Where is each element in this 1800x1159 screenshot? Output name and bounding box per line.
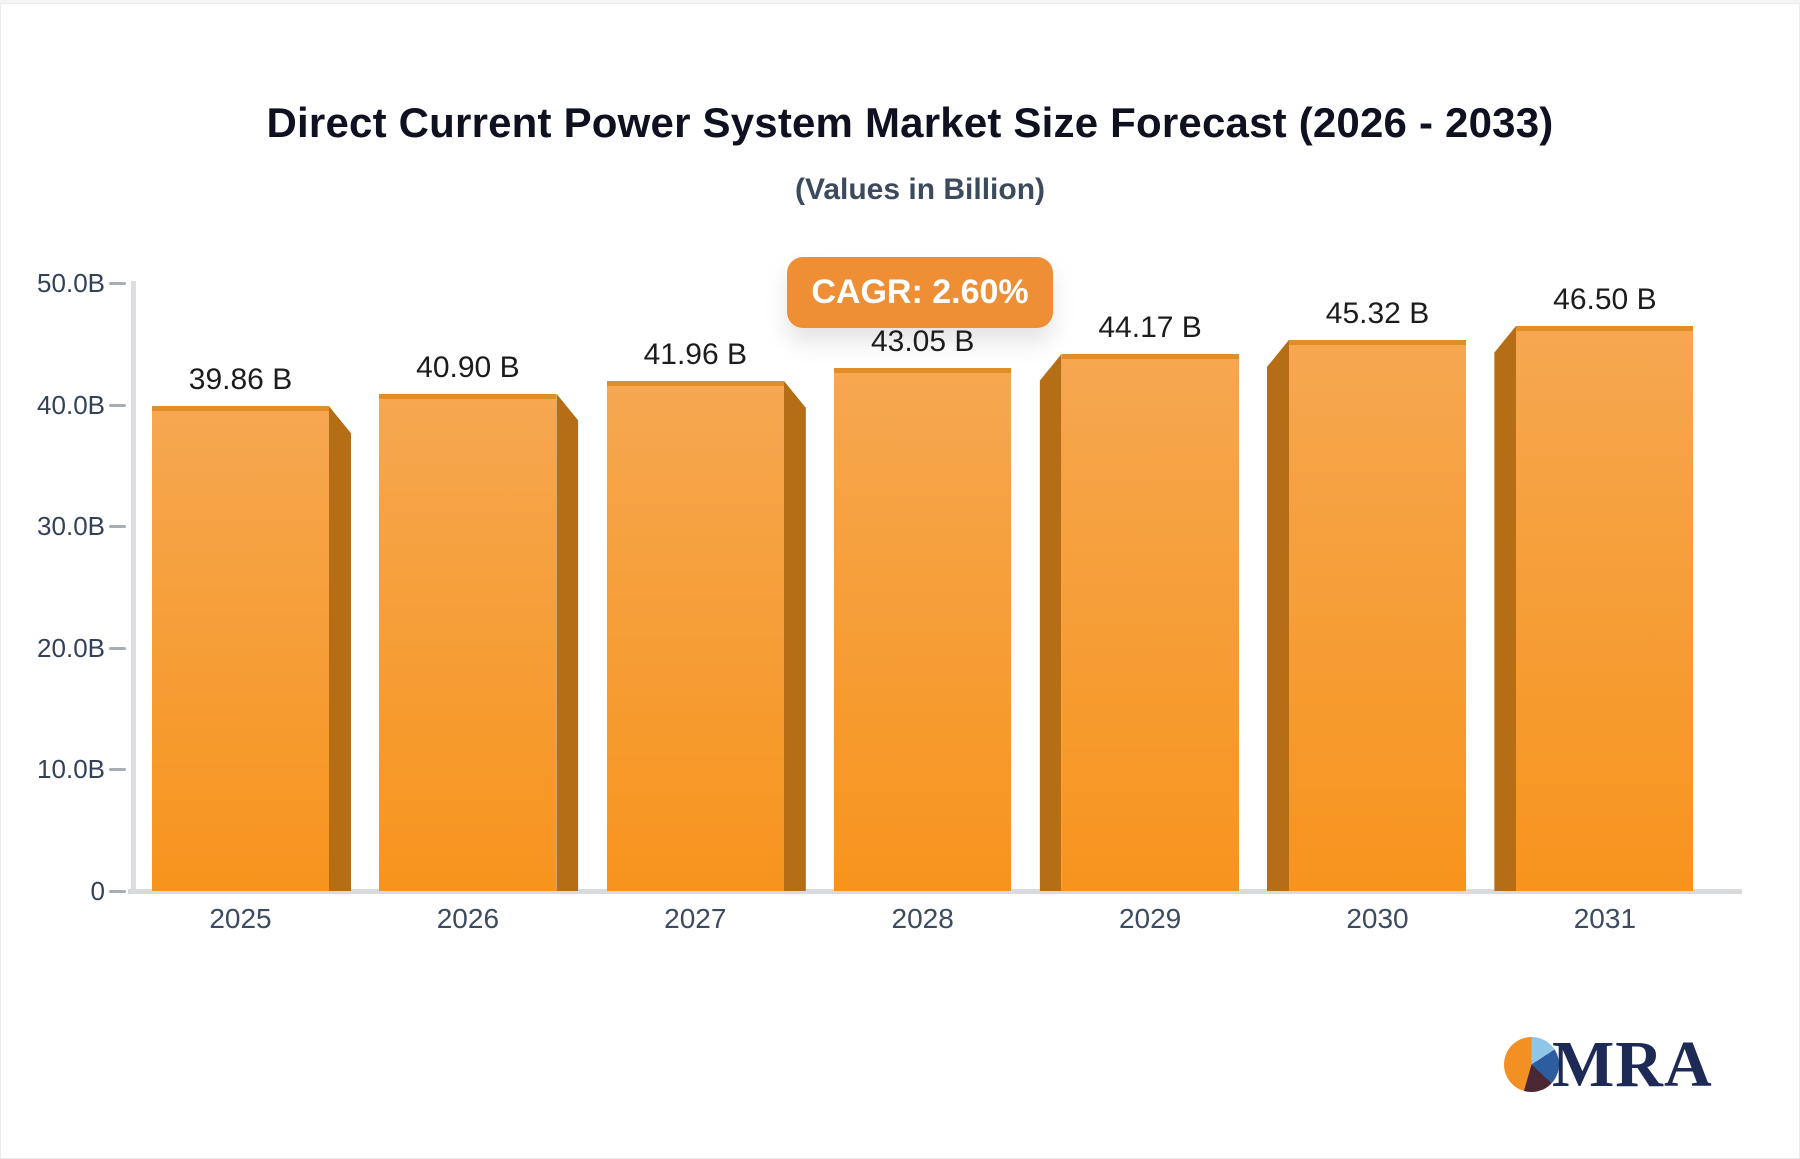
y-tick-mark-40 <box>109 403 126 407</box>
y-tick-label-20: 20.0B <box>37 632 105 663</box>
chart-title: Direct Current Power System Market Size … <box>266 99 1554 146</box>
bar-2031 <box>1516 325 1694 891</box>
bar-value-label-2027: 41.96 B <box>643 337 747 371</box>
bar-side-2025 <box>329 406 351 891</box>
x-tick-label-2030: 2030 <box>1346 903 1409 934</box>
bar-2029 <box>1061 353 1239 891</box>
bar-2025 <box>152 406 329 891</box>
bar-side-2027 <box>783 380 806 891</box>
y-axis-line <box>131 281 136 891</box>
bar-2028 <box>834 367 1012 891</box>
y-tick-label-50: 50.0B <box>37 268 105 298</box>
brand-logo: MRA <box>1504 1028 1713 1101</box>
logo-text: MRA <box>1552 1028 1713 1101</box>
bar-value-label-2031: 46.50 B <box>1553 282 1657 316</box>
bar-value-label-2028: 43.05 B <box>870 324 975 358</box>
x-tick-label-2026: 2026 <box>436 903 500 934</box>
x-axis-line <box>128 889 1742 894</box>
y-tick-mark-20 <box>109 646 126 650</box>
x-tick-label-2027: 2027 <box>664 903 727 934</box>
logo-pie-icon <box>1504 1037 1559 1092</box>
x-tick-label-2029: 2029 <box>1118 903 1182 934</box>
bar-side-2029 <box>1039 353 1062 891</box>
y-tick-mark-50 <box>109 282 126 285</box>
bar-2026 <box>379 393 557 891</box>
bar-side-2030 <box>1267 339 1289 891</box>
x-tick-label-2025: 2025 <box>209 903 272 934</box>
y-tick-mark-0 <box>109 890 126 893</box>
bar-value-label-2029: 44.17 B <box>1098 310 1202 344</box>
x-tick-label-2028: 2028 <box>891 903 954 934</box>
y-tick-mark-10 <box>109 768 126 772</box>
bar-value-label-2025: 39.86 B <box>188 363 293 397</box>
y-tick-mark-30 <box>109 525 126 529</box>
bar-2027 <box>606 380 784 891</box>
y-tick-label-40: 40.0B <box>37 389 105 420</box>
bar-side-2026 <box>556 393 579 891</box>
y-tick-label-10: 10.0B <box>37 754 105 785</box>
y-tick-label-0: 0 <box>90 876 105 906</box>
plot-area: 50.0B 40.0B 30.0B 20.0B 10.0B 0 39.86 B 40.90 … <box>0 3 1800 1159</box>
cagr-badge: CAGR: 2.60% <box>787 257 1053 328</box>
bar-side-2031 <box>1494 325 1517 891</box>
bar-value-label-2030: 45.32 B <box>1325 296 1430 330</box>
y-tick-label-30: 30.0B <box>37 511 105 542</box>
x-tick-label-2031: 2031 <box>1573 903 1637 934</box>
bar-value-label-2026: 40.90 B <box>416 350 520 384</box>
bar-2030 <box>1289 339 1466 891</box>
chart-subtitle: (Values in Billion) <box>794 173 1046 206</box>
